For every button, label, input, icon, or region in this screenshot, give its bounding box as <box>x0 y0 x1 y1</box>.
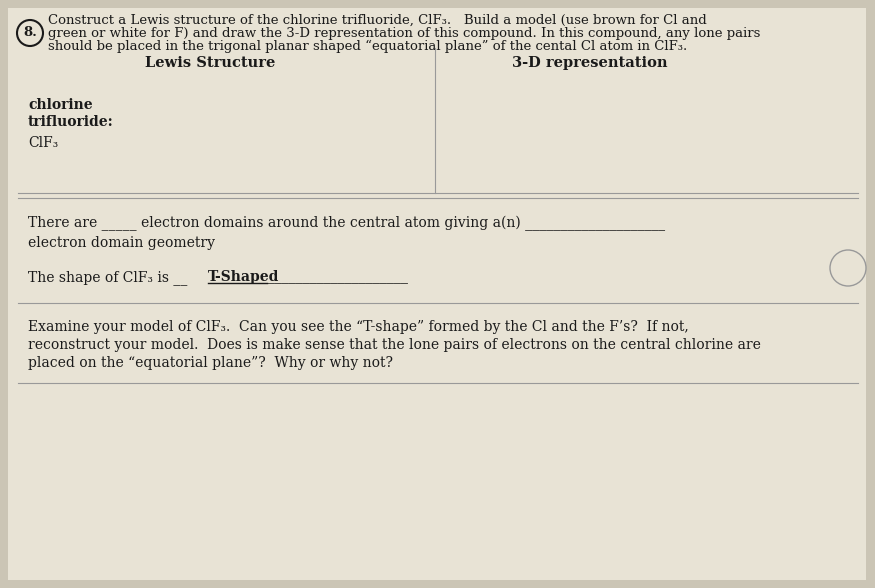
Circle shape <box>17 20 43 46</box>
Text: reconstruct your model.  Does is make sense that the lone pairs of electrons on : reconstruct your model. Does is make sen… <box>28 338 761 352</box>
Text: There are _____ electron domains around the central atom giving a(n) ___________: There are _____ electron domains around … <box>28 216 665 231</box>
Text: The shape of ClF₃ is __: The shape of ClF₃ is __ <box>28 270 187 285</box>
Text: 3-D representation: 3-D representation <box>512 56 668 70</box>
Text: green or white for F) and draw the 3-D representation of this compound. In this : green or white for F) and draw the 3-D r… <box>48 27 760 40</box>
Text: chlorine: chlorine <box>28 98 93 112</box>
Text: placed on the “equatorial plane”?  Why or why not?: placed on the “equatorial plane”? Why or… <box>28 356 393 370</box>
Text: 8.: 8. <box>23 26 37 39</box>
Text: electron domain geometry: electron domain geometry <box>28 236 215 250</box>
Circle shape <box>830 250 866 286</box>
FancyBboxPatch shape <box>8 8 866 580</box>
Text: ClF₃: ClF₃ <box>28 136 59 150</box>
Text: Examine your model of ClF₃.  Can you see the “T-shape” formed by the Cl and the : Examine your model of ClF₃. Can you see … <box>28 320 689 334</box>
Text: T-Shaped: T-Shaped <box>208 270 279 284</box>
Text: Lewis Structure: Lewis Structure <box>145 56 275 70</box>
Text: ____________________: ____________________ <box>268 270 408 284</box>
Text: trifluoride:: trifluoride: <box>28 115 114 129</box>
Text: should be placed in the trigonal planar shaped “equatorial plane” of the cental : should be placed in the trigonal planar … <box>48 40 687 54</box>
Text: Construct a Lewis structure of the chlorine trifluoride, ClF₃.   Build a model (: Construct a Lewis structure of the chlor… <box>48 14 707 27</box>
